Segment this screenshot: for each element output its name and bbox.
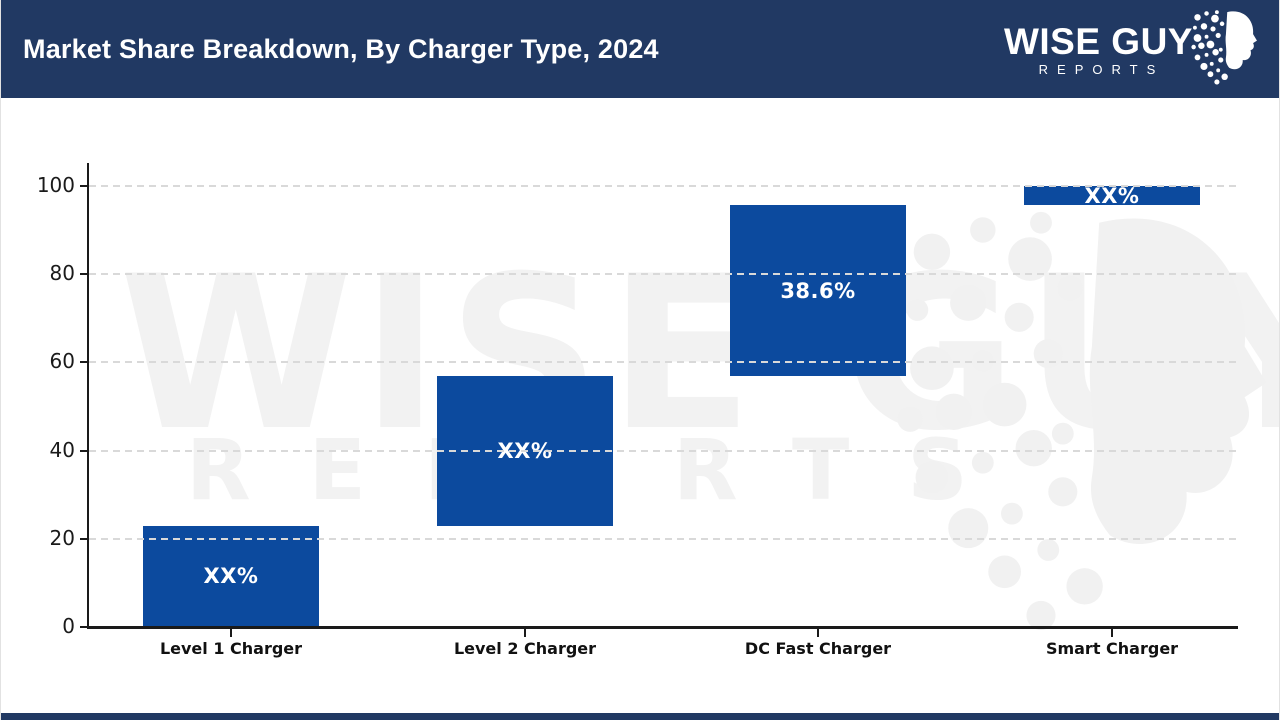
y-axis-label-0: 0 (62, 614, 75, 638)
category-label-smart-charger: Smart Charger (1045, 639, 1179, 658)
y-axis-tick-40 (80, 449, 88, 452)
gridline-60 (89, 361, 1238, 364)
x-axis-tick-level-2-charger (524, 629, 526, 637)
y-axis-label-100: 100 (36, 173, 75, 197)
y-axis-line (87, 163, 89, 629)
y-axis-label-80: 80 (49, 261, 75, 286)
y-axis-tick-100 (80, 185, 88, 187)
gridline-100 (89, 185, 1238, 187)
y-axis-tick-60 (80, 361, 88, 364)
x-axis-tick-smart-charger (1111, 629, 1113, 637)
bar-value-label-dc-fast-charger: 38.6% (780, 278, 856, 303)
wise-guy-logo: WISE GUY REPORTS (1004, 7, 1261, 91)
bar-value-label-smart-charger: XX% (1084, 183, 1140, 208)
y-axis-tick-20 (80, 537, 88, 540)
category-label-dc-fast-charger: DC Fast Charger (744, 639, 892, 658)
bar-level-1-charger: XX% (143, 525, 319, 627)
x-axis-tick-level-1-charger (230, 629, 232, 637)
x-axis-tick-dc-fast-charger (817, 629, 819, 637)
y-axis-tick-0 (80, 626, 88, 628)
footer-bar (1, 713, 1279, 720)
bar-smart-charger: XX% (1024, 183, 1200, 208)
logo-subtitle: REPORTS (1038, 61, 1165, 77)
y-axis-label-60: 60 (49, 349, 75, 374)
logo-face-icon (1187, 7, 1261, 91)
watermark-wordmark: WISE GUY (119, 230, 1280, 477)
page-title: Market Share Breakdown, By Charger Type,… (23, 33, 659, 64)
y-axis-tick-80 (80, 273, 88, 276)
watermark-face-icon (881, 170, 1280, 690)
header-bar: Market Share Breakdown, By Charger Type,… (1, 0, 1279, 98)
category-label-level-2-charger: Level 2 Charger (453, 639, 597, 658)
x-axis-line (87, 626, 1238, 629)
gridline-20 (89, 537, 1238, 540)
bar-dc-fast-charger: 38.6% (730, 205, 906, 376)
logo-wordmark: WISE GUY (1003, 20, 1193, 62)
category-label-level-1-charger: Level 1 Charger (159, 639, 303, 658)
bar-value-label-level-1-charger: XX% (203, 564, 259, 589)
y-axis-label-40: 40 (49, 437, 75, 462)
y-axis-label-20: 20 (49, 525, 75, 550)
gridline-40 (89, 449, 1238, 452)
logo-text: WISE GUY REPORTS (1004, 23, 1193, 76)
gridline-80 (89, 273, 1238, 276)
